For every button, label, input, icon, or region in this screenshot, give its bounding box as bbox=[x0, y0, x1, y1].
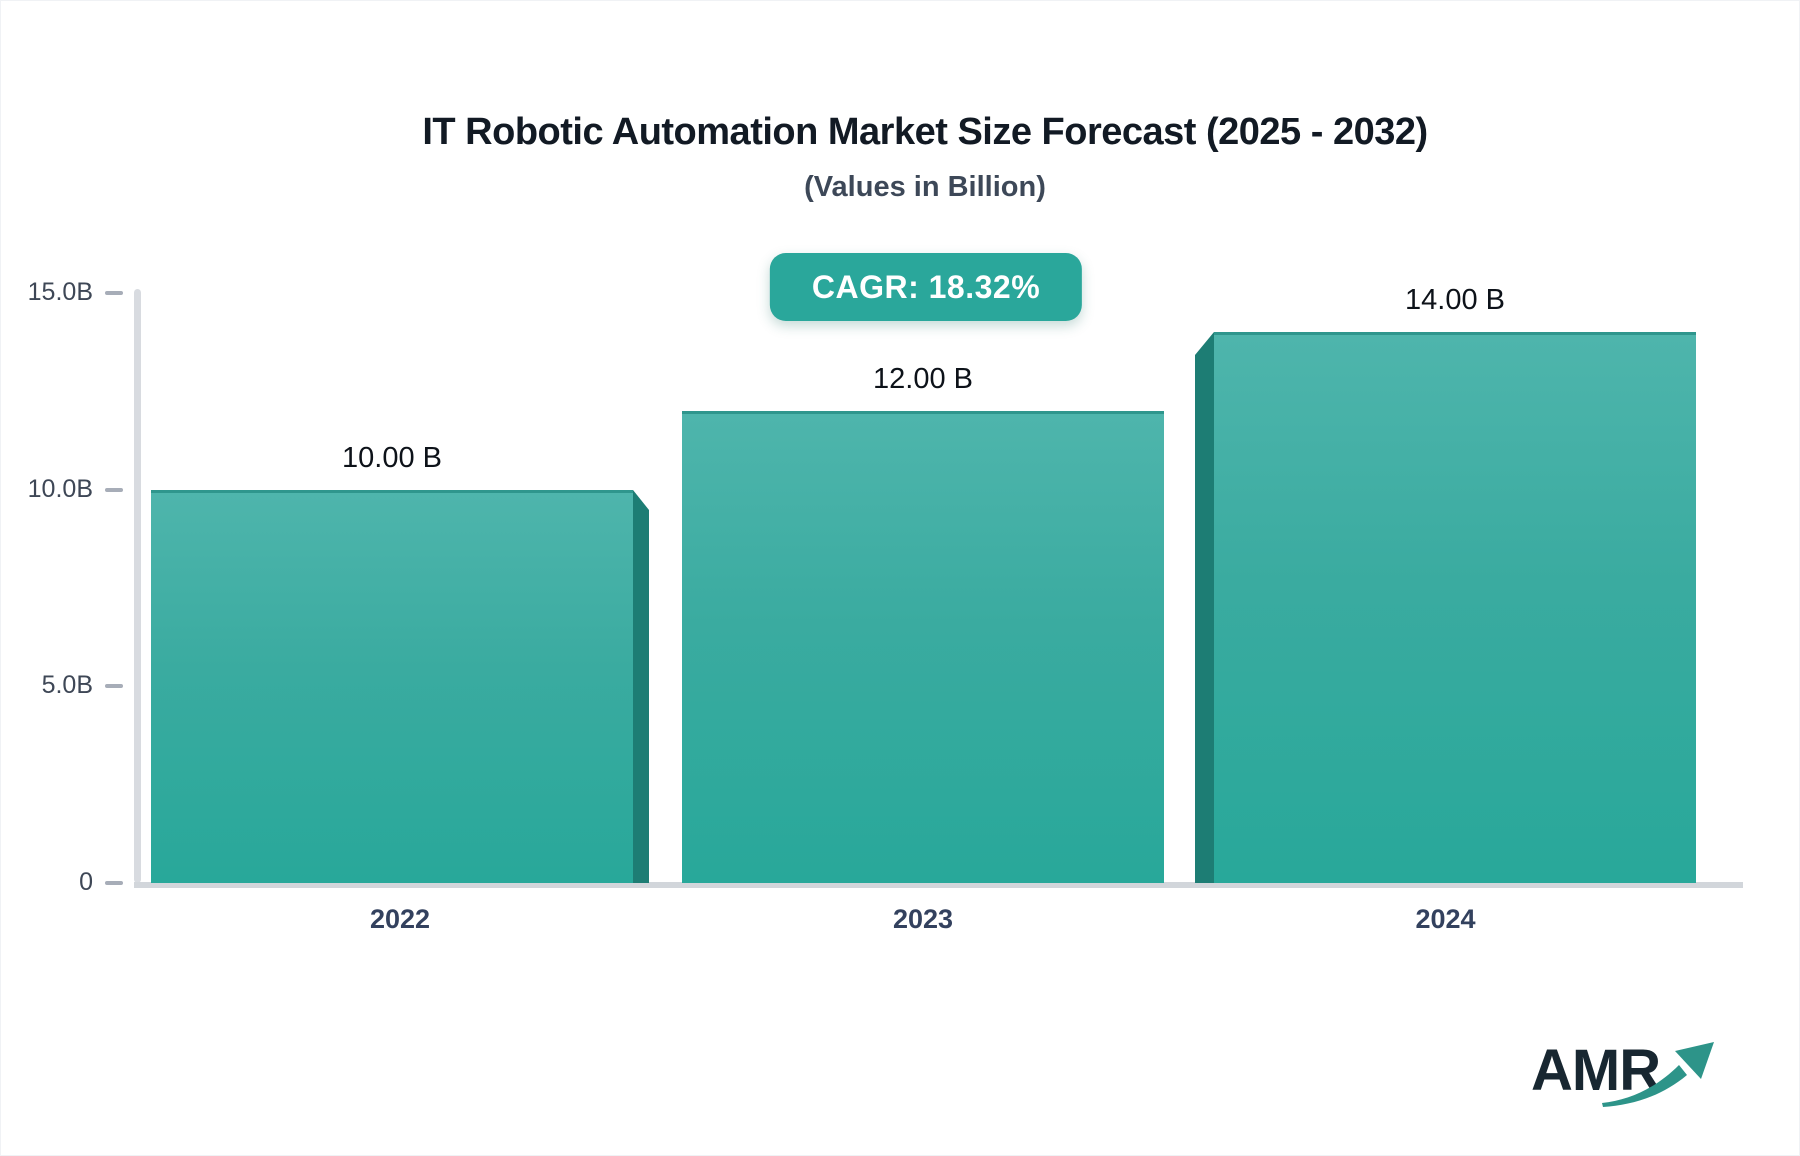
bar-side-face-2022 bbox=[633, 490, 649, 883]
cagr-badge: CAGR: 18.32% bbox=[769, 253, 1083, 321]
bar-2022 bbox=[151, 490, 633, 883]
amr-logo: AMR bbox=[1531, 1037, 1716, 1117]
x-axis-line bbox=[134, 882, 1743, 888]
y-tick-label: 5.0B bbox=[41, 671, 93, 700]
bar-value-label-2023: 12.00 B bbox=[873, 362, 973, 395]
y-tick-label: 10.0B bbox=[27, 474, 93, 503]
y-tick-dash bbox=[105, 487, 123, 492]
y-tick-dash bbox=[105, 291, 123, 295]
cagr-badge-label: CAGR: 18.32% bbox=[811, 268, 1041, 305]
bar-2024 bbox=[1214, 332, 1696, 883]
y-tick-dash bbox=[105, 881, 123, 885]
amr-logo-text: AMR bbox=[1531, 1038, 1661, 1103]
bar-value-label-2022: 10.00 B bbox=[342, 441, 442, 474]
bar-side-face-2024 bbox=[1195, 332, 1214, 883]
growth-arrow-icon bbox=[1602, 1042, 1714, 1107]
chart-subtitle: (Values in Billion) bbox=[804, 171, 1046, 203]
bar-2023 bbox=[682, 411, 1164, 883]
y-tick-label: 0 bbox=[79, 868, 93, 896]
x-axis-label-2023: 2023 bbox=[892, 903, 954, 934]
y-tick-label: 15.0B bbox=[27, 278, 93, 306]
y-axis-line bbox=[134, 289, 141, 883]
x-axis-label-2022: 2022 bbox=[369, 903, 431, 934]
bar-value-label-2024: 14.00 B bbox=[1405, 283, 1505, 316]
x-axis-label-2024: 2024 bbox=[1415, 903, 1476, 934]
y-tick-dash bbox=[105, 684, 123, 689]
chart-title: IT Robotic Automation Market Size Foreca… bbox=[422, 111, 1428, 153]
